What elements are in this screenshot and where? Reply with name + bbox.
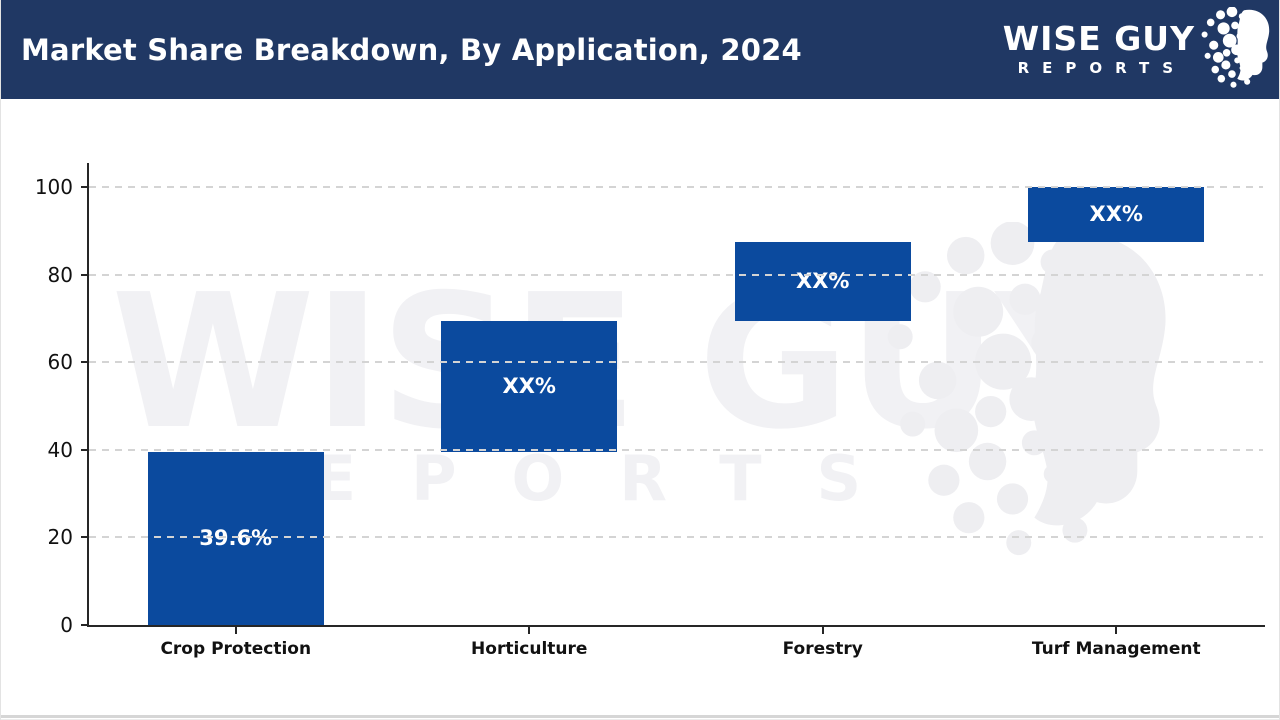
gridline-20 — [89, 536, 1263, 539]
bar-value-label: XX% — [502, 374, 556, 399]
y-axis-spine — [87, 163, 89, 627]
logo-subtitle: REPORTS — [1017, 59, 1187, 78]
y-tick-mark — [81, 273, 89, 276]
y-axis: 0 20 40 60 80 100 — [1, 175, 89, 637]
plot-area: 39.6% Crop Protection XX% Horticulture XX% Fo… — [89, 186, 1263, 659]
gridline-60 — [89, 361, 1263, 364]
gridline-40 — [89, 448, 1263, 451]
y-tick-mark — [81, 624, 89, 626]
bar-value-label: XX% — [1089, 202, 1143, 227]
y-tick-mark — [81, 536, 89, 539]
x-tick-mark — [821, 625, 824, 634]
gridline-80 — [89, 273, 1263, 276]
wiseguy-logo: WISE GUY REPORTS — [1003, 7, 1273, 91]
x-category-label: Turf Management — [1031, 639, 1201, 659]
x-category-label: Crop Protection — [160, 639, 312, 659]
y-tick-label: 0 — [60, 613, 73, 637]
y-tick-mark — [81, 448, 89, 451]
gridline-100 — [89, 186, 1263, 188]
footer-rule — [1, 715, 1279, 718]
logo-wordmark: WISE GUY — [1002, 18, 1195, 58]
bar-turf-management: XX% — [1028, 187, 1205, 242]
y-tick-label: 100 — [34, 175, 73, 199]
logo-text: WISE GUY REPORTS — [1002, 18, 1195, 78]
x-tick-mark — [234, 625, 237, 634]
y-tick-mark — [81, 361, 89, 364]
y-tick-label: 40 — [47, 437, 73, 462]
x-category-label: Forestry — [782, 639, 863, 659]
y-tick-label: 80 — [47, 262, 73, 287]
y-tick-label: 20 — [47, 525, 73, 550]
logo-face-icon — [1197, 7, 1273, 91]
x-axis-spine — [87, 625, 1265, 627]
bar-horticulture: XX% — [441, 321, 618, 452]
y-tick-mark — [81, 186, 89, 188]
bar-value-label: XX% — [796, 269, 850, 294]
x-category-label: Horticulture — [471, 639, 588, 659]
page-title: Market Share Breakdown, By Application, … — [21, 32, 802, 67]
y-tick-label: 60 — [47, 350, 73, 375]
x-tick-mark — [1115, 625, 1118, 634]
header-bar: Market Share Breakdown, By Application, … — [1, 0, 1279, 99]
bar-forestry: XX% — [734, 241, 911, 322]
x-tick-mark — [528, 625, 531, 634]
